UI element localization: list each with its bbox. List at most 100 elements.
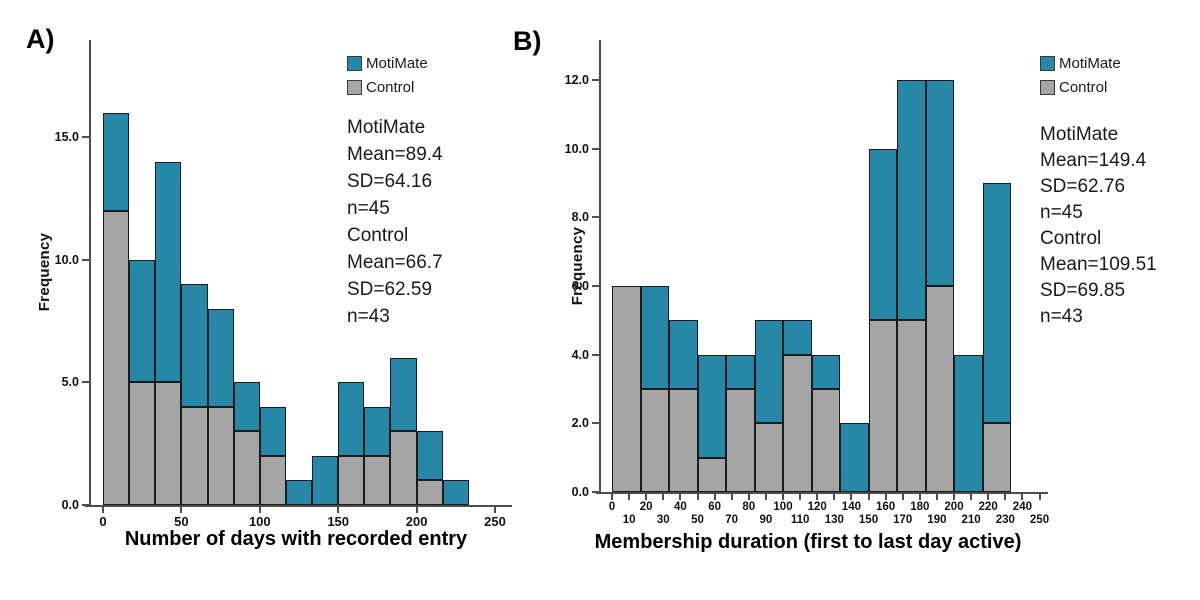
x-tick-mark: [799, 494, 802, 500]
x-tick-label: 180: [910, 501, 930, 513]
x-axis-title-b: Membership duration (first to last day a…: [594, 531, 1022, 553]
x-tick-label: 70: [725, 514, 739, 526]
y-tick-mark: [592, 79, 599, 82]
y-tick-label: 12.0: [564, 73, 589, 88]
x-tick-mark: [258, 507, 261, 513]
bar-segment-motimate: [954, 354, 983, 492]
x-tick-label: 220: [978, 501, 998, 513]
bar-segment-motimate: [754, 320, 783, 424]
stats-line: MotiMate: [347, 117, 426, 138]
x-tick-mark: [935, 494, 938, 500]
x-tick-label: 190: [927, 514, 947, 526]
x-tick-mark: [816, 494, 819, 500]
x-tick-label: 0: [99, 514, 107, 529]
bar-segment-control: [783, 354, 812, 492]
y-tick-label: 6.0: [571, 279, 589, 294]
x-tick-label: 60: [708, 501, 721, 513]
x-tick-label: 100: [248, 514, 271, 529]
x-tick-label: 240: [1012, 501, 1032, 513]
y-axis-line: [89, 40, 91, 507]
x-tick-mark: [337, 507, 340, 513]
y-tick-label: 5.0: [61, 375, 79, 390]
bar-segment-motimate: [811, 354, 840, 389]
y-axis-line: [599, 40, 601, 494]
bar-segment-motimate: [697, 354, 726, 458]
bar-segment-motimate: [669, 320, 698, 389]
stats-line: Mean=109.51: [1040, 254, 1157, 275]
bar-segment-motimate: [416, 431, 443, 481]
bar-segment-motimate: [442, 480, 469, 505]
panel-label-b: B): [513, 26, 542, 56]
panel-label-a: A): [26, 24, 55, 54]
x-tick-label: 150: [327, 514, 350, 529]
stats-line: MotiMate: [1040, 124, 1119, 145]
x-tick-mark: [611, 494, 613, 500]
y-tick-mark: [592, 491, 599, 493]
bar-segment-control: [416, 480, 443, 505]
y-tick-mark: [592, 285, 599, 288]
x-tick-label: 230: [995, 514, 1015, 526]
stats-line: Mean=149.4: [1040, 150, 1147, 171]
stats-line: Control: [347, 225, 409, 246]
x-tick-label: 130: [824, 514, 844, 526]
x-tick-mark: [747, 494, 750, 500]
x-axis-title-a: Number of days with recorded entry: [124, 528, 468, 550]
x-tick-mark: [850, 494, 853, 500]
x-tick-mark: [782, 494, 784, 500]
x-tick-mark: [180, 507, 183, 513]
x-tick-label: 170: [893, 514, 913, 526]
y-tick-mark: [592, 147, 599, 150]
x-tick-mark: [884, 494, 887, 500]
bar-segment-motimate: [925, 80, 954, 286]
y-tick-mark: [82, 381, 89, 384]
x-tick-mark: [1004, 494, 1007, 500]
bar-segment-control: [754, 423, 783, 492]
x-tick-mark: [867, 494, 870, 500]
bar-segment-motimate: [783, 320, 812, 355]
x-tick-label: 160: [876, 501, 896, 513]
stats-line: Mean=66.7: [347, 252, 443, 273]
y-tick-label: 0.0: [61, 498, 79, 512]
y-tick-mark: [592, 353, 599, 356]
bar-segment-control: [697, 457, 726, 492]
x-tick-mark: [696, 494, 699, 500]
x-tick-mark: [494, 507, 496, 513]
x-tick-mark: [628, 494, 631, 500]
stats-line: Control: [1040, 228, 1102, 249]
x-tick-mark: [102, 507, 104, 513]
legend-swatch-motimate: [1040, 56, 1055, 71]
bar-segment-motimate: [233, 382, 260, 432]
y-axis-title-a: Frequency: [36, 232, 53, 312]
x-tick-label: 210: [961, 514, 981, 526]
bar-segment-control: [811, 389, 840, 492]
x-tick-mark: [713, 494, 716, 500]
bar-segment-control: [925, 286, 954, 492]
bar-segment-control: [669, 389, 698, 492]
legend-swatch-control: [347, 80, 362, 95]
stats-line: n=43: [1040, 306, 1083, 327]
bar-segment-motimate: [840, 423, 869, 492]
x-tick-mark: [764, 494, 767, 500]
bar-segment-control: [390, 431, 417, 505]
y-tick-mark: [82, 504, 89, 506]
x-tick-label: 50: [174, 514, 189, 529]
y-tick-label: 4.0: [571, 347, 589, 362]
x-tick-mark: [662, 494, 665, 500]
bar-segment-control: [259, 455, 286, 505]
stats-line: Mean=89.4: [347, 144, 443, 165]
x-tick-label: 100: [773, 501, 793, 513]
y-tick-mark: [82, 258, 89, 261]
x-tick-mark: [833, 494, 836, 500]
bar-segment-motimate: [390, 357, 417, 432]
legend-label: MotiMate: [1059, 55, 1121, 72]
bar-segment-motimate: [285, 480, 313, 505]
bar-segment-motimate: [155, 161, 182, 383]
x-tick-mark: [953, 494, 955, 500]
bar-segment-motimate: [312, 455, 339, 505]
bar-segment-control: [982, 423, 1011, 492]
x-tick-label: 250: [484, 514, 506, 529]
bar-segment-motimate: [129, 259, 156, 383]
x-tick-mark: [970, 494, 973, 500]
x-tick-mark: [901, 494, 904, 500]
